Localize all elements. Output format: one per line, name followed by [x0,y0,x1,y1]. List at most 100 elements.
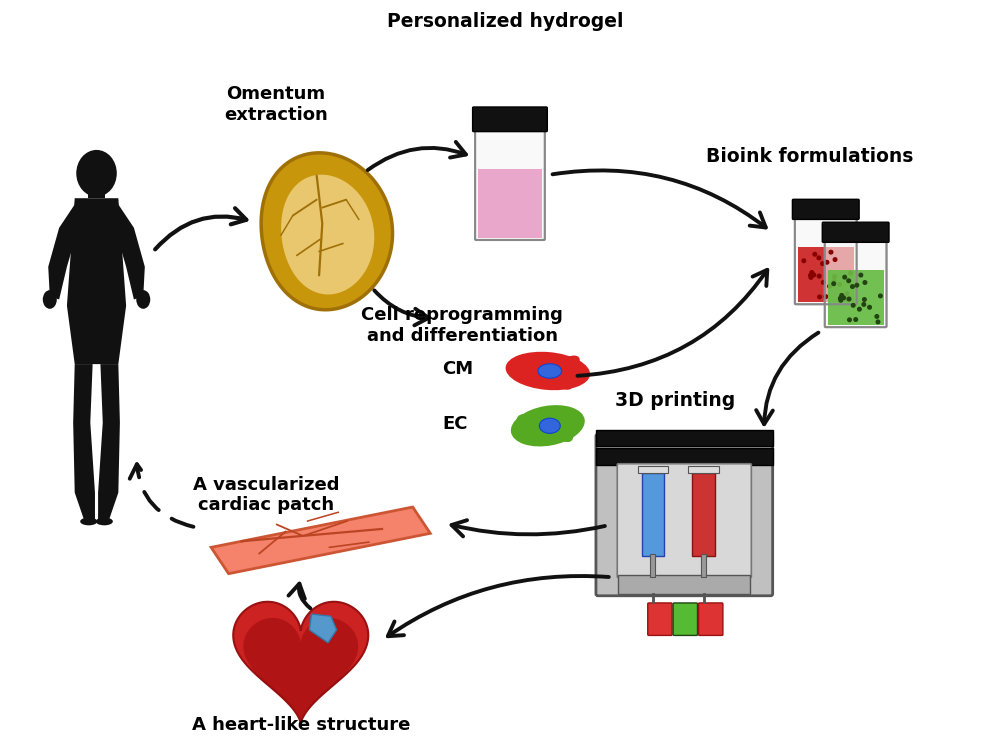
Text: 3D printing: 3D printing [615,391,735,410]
Circle shape [833,258,837,261]
Circle shape [843,275,846,279]
Circle shape [879,294,882,297]
Circle shape [842,296,845,300]
FancyArrowPatch shape [155,208,246,250]
Text: CM: CM [442,360,473,378]
FancyArrowPatch shape [452,520,605,537]
Circle shape [809,275,813,279]
Circle shape [821,262,824,266]
FancyArrowPatch shape [374,291,429,325]
Bar [88,173,105,198]
FancyArrowPatch shape [288,584,310,609]
Circle shape [845,291,849,295]
Circle shape [847,279,850,283]
Circle shape [846,297,850,301]
Polygon shape [48,205,79,300]
Ellipse shape [552,420,573,442]
Ellipse shape [43,290,57,309]
Circle shape [832,280,836,283]
Ellipse shape [550,408,573,428]
Text: A heart-like structure: A heart-like structure [192,715,410,734]
Circle shape [809,274,812,277]
Bar [692,473,715,556]
Circle shape [847,297,851,301]
Bar [688,466,719,473]
Circle shape [851,285,854,289]
Circle shape [817,256,821,260]
Ellipse shape [515,364,544,382]
FancyArrowPatch shape [368,142,466,170]
Circle shape [829,250,833,254]
Polygon shape [98,364,120,520]
Ellipse shape [554,355,580,377]
FancyArrowPatch shape [388,576,609,636]
Polygon shape [233,602,368,723]
Circle shape [876,320,880,324]
Text: Omentum
extraction: Omentum extraction [224,85,328,124]
Ellipse shape [136,290,150,309]
Ellipse shape [521,422,546,439]
Circle shape [818,295,821,299]
Circle shape [858,308,861,311]
Circle shape [848,318,851,322]
Circle shape [863,297,866,301]
Polygon shape [73,364,95,520]
Circle shape [838,283,841,286]
Circle shape [828,285,831,288]
Circle shape [868,305,871,309]
Circle shape [824,295,828,298]
Circle shape [802,259,806,263]
FancyBboxPatch shape [795,213,857,304]
Text: Cell reprogramming
and differentiation: Cell reprogramming and differentiation [361,306,563,345]
Ellipse shape [539,418,560,434]
FancyBboxPatch shape [475,124,545,240]
Circle shape [855,283,859,287]
FancyBboxPatch shape [699,603,723,635]
Circle shape [863,280,867,284]
FancyBboxPatch shape [596,434,773,595]
Polygon shape [261,153,393,310]
FancyBboxPatch shape [825,236,887,328]
Circle shape [875,314,879,318]
Polygon shape [114,205,145,300]
Circle shape [854,318,858,322]
Text: A vascularized
cardiac patch: A vascularized cardiac patch [193,475,339,514]
Ellipse shape [538,364,562,378]
Circle shape [813,252,817,256]
Ellipse shape [549,367,573,390]
FancyBboxPatch shape [648,603,672,635]
FancyBboxPatch shape [673,603,697,635]
Polygon shape [211,507,430,573]
Bar [618,576,750,594]
FancyBboxPatch shape [617,464,751,578]
Circle shape [833,275,836,278]
Ellipse shape [80,517,97,526]
Ellipse shape [96,517,113,526]
Circle shape [825,261,829,264]
Polygon shape [309,614,337,643]
Circle shape [817,275,821,278]
Bar [650,554,655,576]
Ellipse shape [517,414,541,432]
Text: Personalized hydrogel: Personalized hydrogel [387,13,623,32]
Bar [798,247,854,302]
Text: EC: EC [442,415,468,433]
Bar [596,430,773,447]
Circle shape [839,297,842,300]
FancyBboxPatch shape [792,199,859,219]
Text: Bioink formulations: Bioink formulations [706,147,913,166]
Circle shape [840,294,843,297]
FancyArrowPatch shape [553,171,766,227]
Bar [701,554,706,576]
Circle shape [810,271,814,275]
Ellipse shape [506,352,590,390]
Polygon shape [243,618,358,722]
Ellipse shape [515,357,543,375]
Bar [642,473,664,556]
Bar [828,269,884,325]
Circle shape [859,273,863,277]
Circle shape [812,273,816,277]
Bar [478,169,542,238]
Bar [596,448,773,464]
FancyBboxPatch shape [822,222,889,242]
